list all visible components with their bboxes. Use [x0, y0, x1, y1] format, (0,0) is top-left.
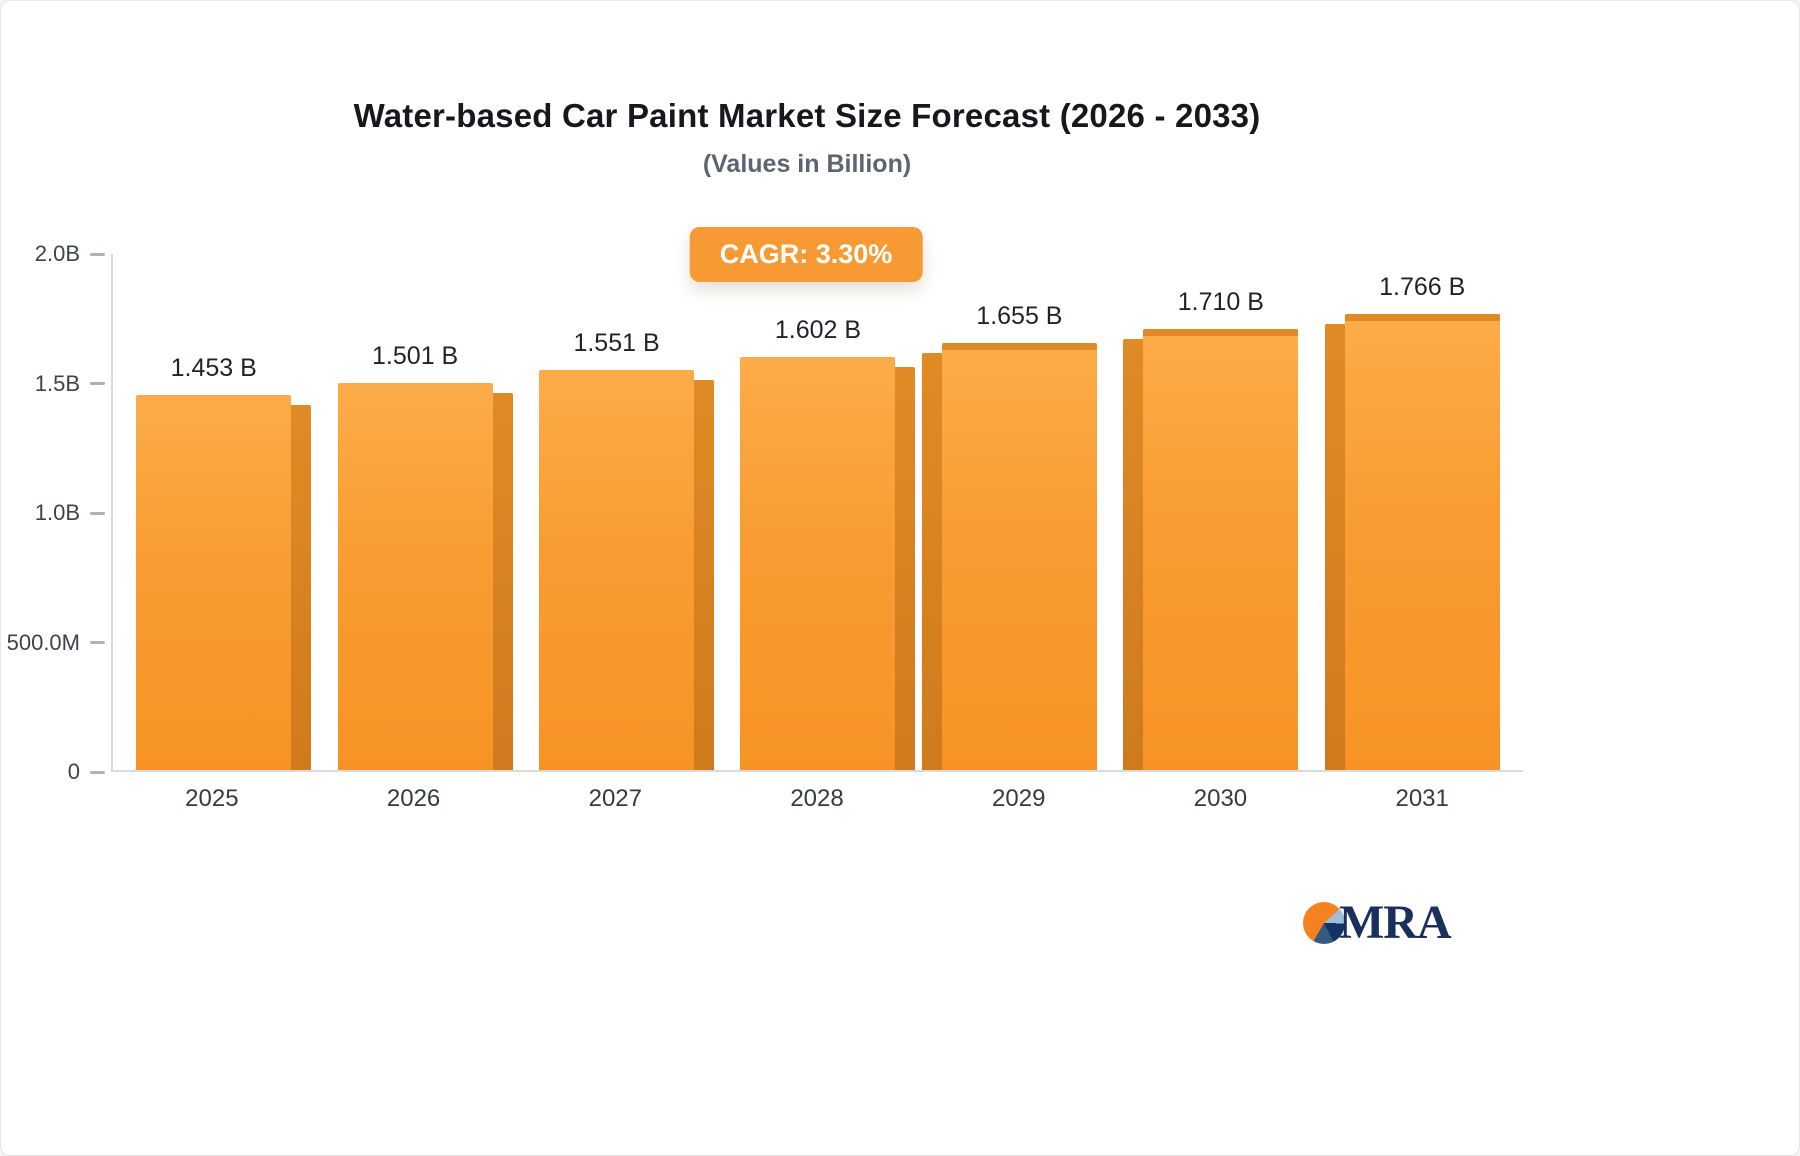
- logo-text: MRA: [1339, 896, 1452, 949]
- bar-side-face: [1324, 324, 1345, 770]
- bar-value-label: 1.551 B: [573, 328, 660, 357]
- x-axis-label: 2027: [588, 785, 642, 812]
- y-tick-mark: [90, 770, 105, 774]
- x-axis-label: 2031: [1395, 785, 1449, 812]
- bar-face: [136, 395, 292, 770]
- bar-slot: 1.551 B: [516, 254, 717, 770]
- x-axis: 2025 2026 2027 2028 2029 2030 2031: [111, 785, 1523, 813]
- bars-row: 1.453 B 1.501 B 1.551 B 1.602 B 1.655 B 1.710…: [113, 254, 1523, 770]
- y-tick-label: 1.5B: [34, 370, 80, 396]
- bar-2031[interactable]: 1.766 B: [1324, 273, 1500, 770]
- y-tick-label: 500.0M: [6, 629, 80, 655]
- bar-face: [1143, 328, 1299, 770]
- bar-value-label: 1.453 B: [170, 354, 257, 383]
- bar-slot: 1.453 B: [113, 254, 314, 770]
- bar-side-face: [1123, 338, 1144, 770]
- plot-area: 1.453 B 1.501 B 1.551 B 1.602 B 1.655 B 1.710…: [111, 254, 1523, 772]
- bar-side-face: [694, 379, 715, 770]
- y-tick-mark: [90, 641, 105, 644]
- bar-value-label: 1.501 B: [372, 341, 459, 370]
- bar-top-face: [941, 343, 1097, 351]
- bar-slot: 1.710 B: [1120, 254, 1321, 770]
- bar-value-label: 1.602 B: [774, 315, 862, 344]
- cagr-badge: CAGR: 3.30%: [689, 227, 923, 282]
- bar-slot: 1.501 B: [314, 254, 515, 770]
- bar-2025[interactable]: 1.453 B: [136, 354, 312, 770]
- y-tick: 2.0B: [35, 241, 105, 267]
- bar-face: [539, 369, 695, 770]
- logo: MRA: [1303, 896, 1452, 949]
- bar-face: [337, 382, 493, 770]
- y-tick-label: 2.0B: [34, 241, 80, 266]
- y-tick-label: 1.0B: [34, 500, 80, 525]
- x-axis-label: 2028: [790, 785, 844, 812]
- bar-face: [1344, 314, 1500, 770]
- bar-2026[interactable]: 1.501 B: [337, 342, 513, 770]
- bar-top-face: [1143, 328, 1299, 336]
- bar-value-label: 1.710 B: [1177, 287, 1264, 316]
- x-axis-label: 2026: [386, 785, 441, 812]
- bar-face: [740, 356, 896, 770]
- bar-value-label: 1.655 B: [976, 302, 1063, 331]
- y-tick: 0: [68, 759, 105, 785]
- x-axis-label: 2029: [992, 785, 1046, 812]
- logo-pie-icon: [1303, 902, 1345, 944]
- bar-top-face: [1344, 314, 1500, 322]
- bar-2030[interactable]: 1.710 B: [1123, 288, 1299, 770]
- bar-2029[interactable]: 1.655 B: [921, 302, 1097, 770]
- bar-2027[interactable]: 1.551 B: [539, 329, 715, 770]
- y-tick: 1.5B: [35, 371, 105, 397]
- bar-slot: 1.766 B: [1322, 254, 1523, 770]
- y-tick: 500.0M: [7, 630, 105, 656]
- y-tick-mark: [90, 511, 105, 515]
- x-axis-label: 2025: [185, 785, 239, 812]
- chart-subtitle: (Values in Billion): [702, 150, 912, 178]
- bar-slot: 1.655 B: [919, 254, 1120, 770]
- bar-value-label: 1.766 B: [1379, 273, 1466, 302]
- bar-slot: 1.602 B: [717, 254, 918, 770]
- y-tick-mark: [90, 252, 105, 256]
- bar-side-face: [921, 353, 942, 770]
- y-tick-label: 0: [67, 759, 80, 784]
- chart-title: Water-based Car Paint Market Size Foreca…: [353, 97, 1261, 134]
- y-tick-mark: [90, 382, 105, 385]
- x-axis-label: 2030: [1193, 785, 1248, 812]
- bar-2028[interactable]: 1.602 B: [740, 316, 916, 770]
- y-tick: 1.0B: [35, 500, 105, 526]
- bar-face: [941, 343, 1097, 770]
- bar-side-face: [492, 392, 513, 770]
- bar-side-face: [895, 366, 916, 770]
- y-axis: 2.0B 1.5B 1.0B 500.0M 0: [1, 241, 105, 784]
- bar-side-face: [291, 405, 312, 770]
